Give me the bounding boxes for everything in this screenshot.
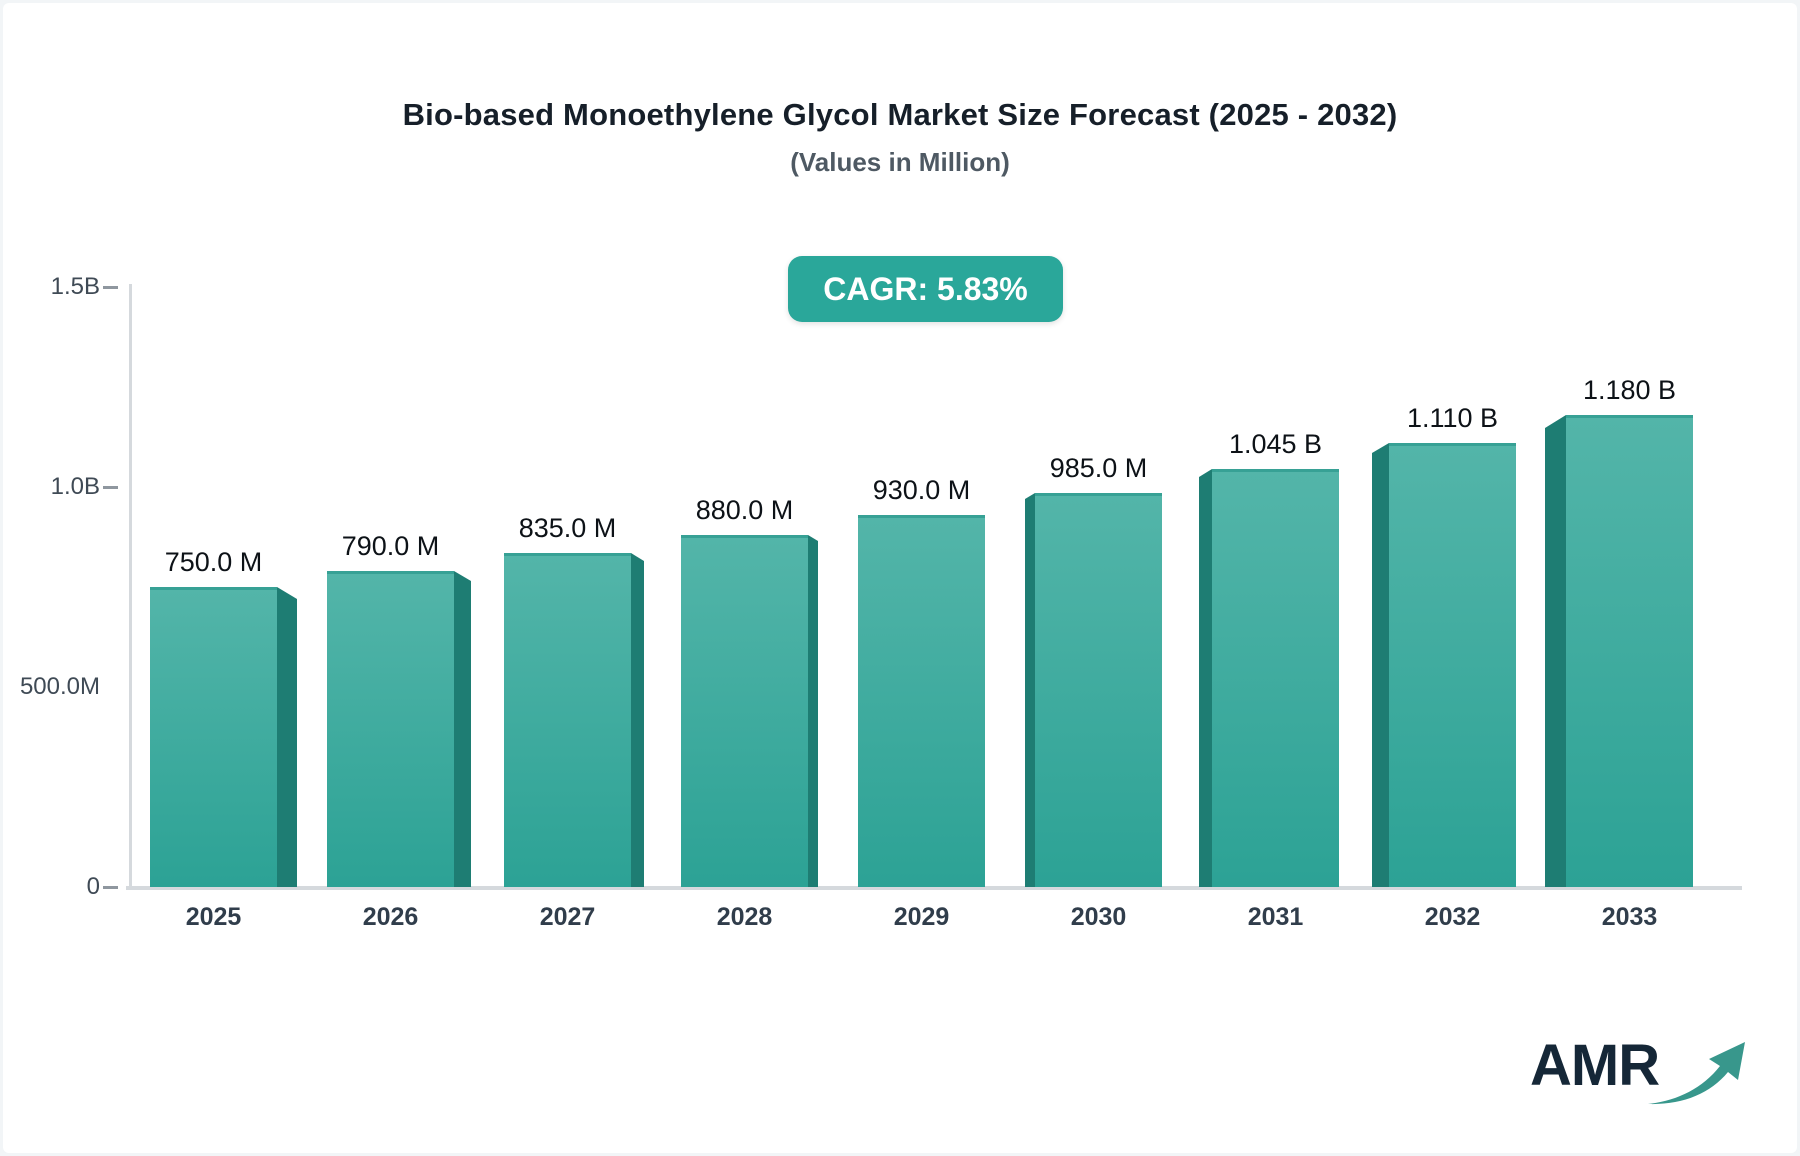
bar-value-label: 1.110 B — [1406, 403, 1499, 433]
x-axis — [126, 886, 1742, 890]
bar-side-face — [808, 535, 818, 887]
bar — [1212, 469, 1339, 887]
bar — [1389, 443, 1516, 887]
x-tick-label: 2033 — [1601, 903, 1658, 931]
bar-value-label: 880.0 M — [695, 495, 794, 525]
bar-value-label: 750.0 M — [164, 547, 263, 577]
amr-logo: AMR — [1530, 1032, 1745, 1122]
bar — [1035, 493, 1162, 887]
bar-value-label: 930.0 M — [872, 475, 971, 505]
bar — [858, 515, 985, 887]
y-tick-label: 500.0M — [19, 673, 100, 700]
x-tick-label: 2027 — [539, 903, 596, 931]
y-tick-label: 0 — [86, 873, 100, 900]
y-tick-label: 1.5B — [50, 273, 100, 300]
x-tick-label: 2029 — [893, 903, 950, 931]
bar — [327, 571, 454, 887]
bar-side-face — [1025, 493, 1035, 887]
x-tick-label: 2025 — [185, 903, 242, 931]
x-tick-label: 2028 — [716, 903, 773, 931]
bar-value-label: 790.0 M — [341, 531, 440, 561]
x-tick-label: 2032 — [1424, 903, 1481, 931]
bar-value-label: 1.180 B — [1582, 375, 1677, 405]
y-tick-dash — [103, 486, 118, 489]
y-tick-dash — [103, 286, 118, 289]
bar-side-face — [277, 587, 297, 887]
cagr-badge-label: CAGR: 5.83% — [823, 270, 1028, 307]
bar-side-face — [1199, 469, 1212, 887]
bar-side-face — [1372, 443, 1389, 887]
chart-title: Bio-based Monoethylene Glycol Market Siz… — [402, 97, 1398, 132]
x-tick-label: 2030 — [1070, 903, 1127, 931]
cagr-badge: CAGR: 5.83% — [788, 256, 1063, 322]
bar — [1566, 415, 1693, 887]
bar-value-label: 1.045 B — [1228, 429, 1323, 459]
y-tick-dash — [103, 886, 118, 889]
amr-logo-text: AMR — [1530, 1033, 1660, 1098]
bar-side-face — [454, 571, 471, 887]
y-axis — [129, 284, 132, 889]
bar — [504, 553, 631, 887]
y-tick-label: 1.0B — [50, 473, 100, 500]
chart-subtitle: (Values in Million) — [790, 147, 1010, 177]
bar-side-face — [631, 553, 644, 887]
bar — [681, 535, 808, 887]
bar-side-face — [1545, 415, 1566, 887]
bar-value-label: 985.0 M — [1049, 453, 1148, 483]
logo-arrow-icon — [1648, 1042, 1745, 1105]
x-tick-label: 2031 — [1247, 903, 1304, 931]
bar-value-label: 835.0 M — [518, 513, 617, 543]
bar — [150, 587, 277, 887]
x-tick-label: 2026 — [362, 903, 419, 931]
